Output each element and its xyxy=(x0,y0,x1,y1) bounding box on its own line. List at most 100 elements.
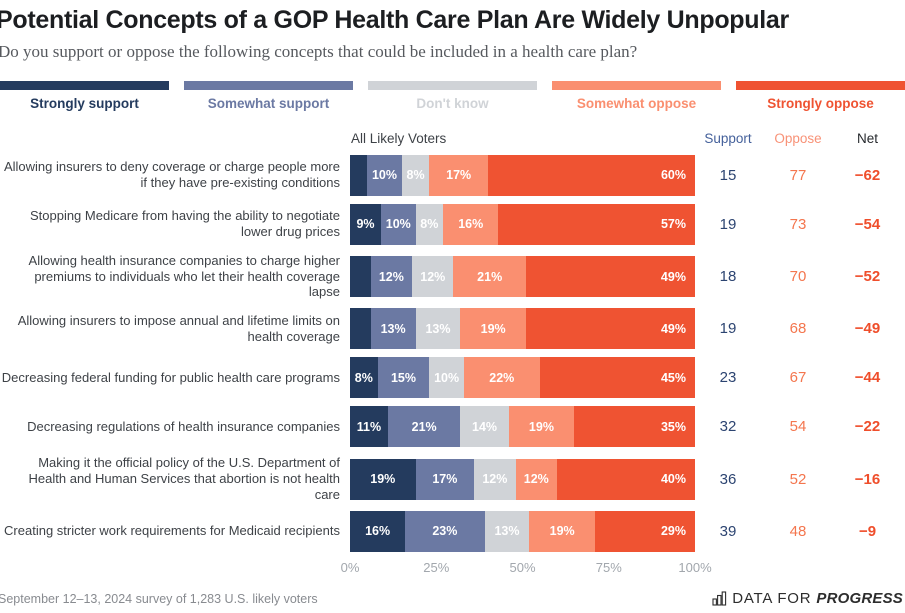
x-axis: 0% 25% 50% 75% 100% xyxy=(0,560,900,576)
bar-segment-label: 12% xyxy=(482,472,508,487)
row-label: Decreasing regulations of health insuran… xyxy=(27,418,340,434)
bar-segment: 45% xyxy=(539,357,695,399)
bar-segment-label: 29% xyxy=(660,524,686,539)
oppose-value: 48 xyxy=(789,522,807,540)
oppose-value: 77 xyxy=(789,166,807,184)
bar-segment xyxy=(350,256,371,298)
bar-segment: 35% xyxy=(574,406,695,448)
bar-cell: 19% 17% 12% 12% 40% xyxy=(350,458,695,500)
bar-segment: 13% xyxy=(484,510,530,552)
table-row: Decreasing federal funding for public he… xyxy=(0,357,900,399)
row-label: Allowing health insurance companies to c… xyxy=(28,252,340,300)
bar-segment-label: 9% xyxy=(356,217,375,232)
row-label: Allowing insurers to impose annual and l… xyxy=(17,312,340,344)
chart-rows: Allowing insurers to deny coverage or ch… xyxy=(0,154,905,552)
axis-tick-label: 25% xyxy=(423,559,450,575)
legend-swatch xyxy=(736,80,905,90)
oppose-value: 70 xyxy=(789,268,807,286)
bar-cell: 11% 21% 14% 19% 35% xyxy=(350,406,695,448)
row-label: Making it the official policy of the U.S… xyxy=(28,455,340,503)
chart-subtitle: Do you support or oppose the following c… xyxy=(0,41,638,61)
bar-segment-label: 12% xyxy=(523,472,549,487)
bar-segment: 12% xyxy=(474,458,516,500)
bar-segment: 21% xyxy=(453,256,526,298)
bar-segment-label: 22% xyxy=(489,370,515,385)
bar-segment: 12% xyxy=(412,256,454,298)
bar-segment-label: 49% xyxy=(660,321,686,336)
bar-segment: 22% xyxy=(463,357,540,399)
bar-segment: 19% xyxy=(508,406,575,448)
table-row: Allowing health insurance companies to c… xyxy=(0,253,900,301)
stacked-bar: 13% 13% 19% 49% xyxy=(350,308,695,350)
brand-prefix: DATA FOR xyxy=(732,590,812,607)
support-value: 19 xyxy=(719,320,737,338)
bar-segment: 29% xyxy=(594,510,695,552)
bar-segment-label: 19% xyxy=(528,419,554,434)
support-value: 19 xyxy=(719,215,737,233)
x-axis-ticks: 0% 25% 50% 75% 100% xyxy=(341,559,712,576)
axis-tick-label: 100% xyxy=(678,559,712,575)
row-label: Allowing insurers to deny coverage or ch… xyxy=(3,159,340,191)
bar-segment: 49% xyxy=(525,256,695,298)
legend-swatch xyxy=(552,80,721,90)
net-value: −49 xyxy=(854,320,881,338)
oppose-value: 68 xyxy=(789,320,807,338)
bar-segment-label: 13% xyxy=(494,524,520,539)
axis-tick-label: 75% xyxy=(595,559,622,575)
support-value: 36 xyxy=(719,470,737,488)
legend: Strongly support Somewhat support Don't kn… xyxy=(0,80,905,111)
bar-segment: 57% xyxy=(498,203,695,245)
net-value: −52 xyxy=(854,268,881,286)
source-note: September 12–13, 2024 survey of 1,283 U.… xyxy=(0,592,318,606)
bar-segment: 10% xyxy=(429,357,464,399)
bar-segment: 10% xyxy=(367,154,402,196)
net-value: −54 xyxy=(854,215,881,233)
stacked-bar: 11% 21% 14% 19% 35% xyxy=(350,406,695,448)
bar-segment: 19% xyxy=(529,510,595,552)
legend-label: Strongly oppose xyxy=(767,95,874,111)
bar-segment: 10% xyxy=(381,203,416,245)
support-value: 15 xyxy=(719,166,737,184)
bar-segment-label: 10% xyxy=(385,217,411,232)
bar-segment-label: 49% xyxy=(660,269,686,284)
stacked-bar: 8% 15% 10% 22% 45% xyxy=(350,357,695,399)
legend-label: Strongly support xyxy=(30,95,139,111)
bar-chart-icon xyxy=(712,591,727,606)
bar-segment-label: 12% xyxy=(378,269,404,284)
bar-cell: 12% 12% 21% 49% xyxy=(350,256,695,298)
legend-label: Don't know xyxy=(416,95,489,111)
bar-segment: 19% xyxy=(460,308,526,350)
bar-segment: 16% xyxy=(350,510,406,552)
net-value: −62 xyxy=(854,166,881,184)
column-header-support: Support xyxy=(704,130,752,146)
support-value: 32 xyxy=(719,418,737,436)
bar-segment-label: 45% xyxy=(660,370,686,385)
table-row: Allowing insurers to deny coverage or ch… xyxy=(0,154,900,196)
brand-suffix: PROGRESS xyxy=(816,590,903,607)
table-row: Making it the official policy of the U.S… xyxy=(0,455,900,503)
bar-segment: 60% xyxy=(487,154,695,196)
bar-segment: 9% xyxy=(350,203,382,245)
stacked-bar: 19% 17% 12% 12% 40% xyxy=(350,458,695,500)
bar-segment-label: 19% xyxy=(549,524,575,539)
bar-segment-label: 8% xyxy=(354,370,373,385)
bar-segment-label: 21% xyxy=(411,419,437,434)
bar-segment-label: 16% xyxy=(458,217,484,232)
bar-segment-label: 15% xyxy=(390,370,416,385)
group-header: All Likely Voters xyxy=(351,130,447,146)
bar-segment-label: 14% xyxy=(472,419,498,434)
stacked-bar: 10% 8% 17% 60% xyxy=(350,154,695,196)
bar-segment-label: 19% xyxy=(370,472,396,487)
bar-segment: 15% xyxy=(377,357,430,399)
bar-segment: 21% xyxy=(387,406,461,448)
bar-segment-label: 60% xyxy=(660,168,686,183)
net-value: −16 xyxy=(854,470,881,488)
bar-cell: 10% 8% 17% 60% xyxy=(350,154,695,196)
table-row: Stopping Medicare from having the abilit… xyxy=(0,203,900,245)
row-label: Creating stricter work requirements for … xyxy=(4,523,340,539)
net-value: −44 xyxy=(854,369,881,387)
bar-segment-label: 13% xyxy=(425,321,451,336)
bar-segment: 8% xyxy=(415,203,444,245)
legend-item: Strongly oppose xyxy=(736,80,905,111)
bar-segment xyxy=(350,154,368,196)
